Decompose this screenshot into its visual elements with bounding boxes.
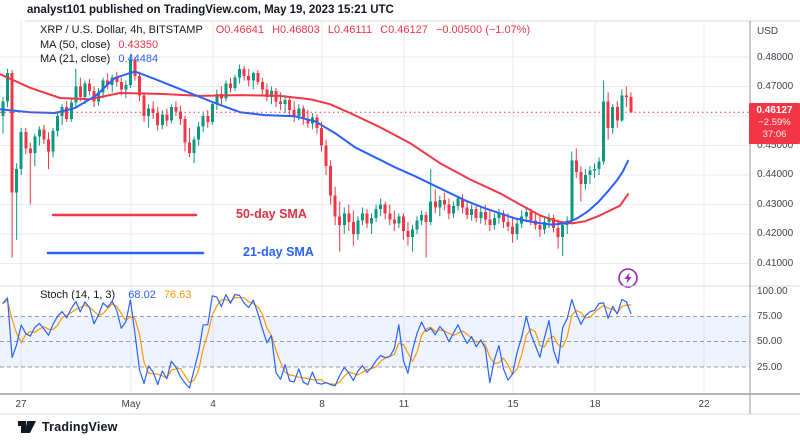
time-axis-label: 8 [319,399,325,410]
ma21-value: 0.44484 [118,53,159,65]
ohlc-close: C0.46127 [380,24,428,36]
last-price-badge: 0.46127 −2.59% 37:06 [749,103,800,144]
ma21-legend[interactable]: MA (21, close) 0.44484 [40,53,158,65]
stoch-axis-label: 75.00 [757,311,783,322]
price-axis-label: 0.48000 [757,52,794,63]
badge-change-pct: −2.59% [758,117,791,128]
stoch-axis-label: 100.00 [757,286,788,297]
price-axis-label: 0.47000 [757,81,794,92]
sma21-annotation-label[interactable]: 21-day SMA [243,245,314,259]
tradingview-branding[interactable]: TradingView [18,420,118,434]
time-axis-label: 4 [210,399,216,410]
price-axis-currency: USD [757,26,779,37]
ohlc-change: −0.00500 (−1.07%) [435,24,531,36]
ma21-label: MA (21, close) [40,53,111,65]
published-header: analyst101 published on TradingView.com,… [27,4,394,16]
price-axis-label: 0.44000 [757,169,794,180]
time-axis-label: 27 [15,399,27,410]
stoch-d-value: 76.63 [163,289,192,301]
time-axis-label: May [121,399,141,410]
time-axis-label: 22 [698,399,710,410]
ma50-legend[interactable]: MA (50, close) 0.43350 [40,39,158,51]
ma50-label: MA (50, close) [40,39,111,51]
time-axis-label: 18 [589,399,601,410]
tradingview-logo-icon [18,421,36,433]
stoch-legend[interactable]: Stoch (14, 1, 3) 68.02 76.63 [40,289,191,301]
stoch-axis-label: 25.00 [757,362,783,373]
ma50-value: 0.43350 [118,39,159,51]
flash-bolt-icon[interactable] [618,268,638,288]
badge-price: 0.46127 [756,105,793,116]
price-axis-label: 0.42000 [757,228,794,239]
badge-countdown: 37:06 [762,129,787,140]
stoch-title: Stoch (14, 1, 3) [40,289,116,301]
price-axis-label: 0.43000 [757,199,794,210]
tradingview-logo-text: TradingView [42,420,118,434]
symbol-legend[interactable]: XRP / U.S. Dollar, 4h, BITSTAMP O0.46641… [40,24,530,36]
symbol-title: XRP / U.S. Dollar, 4h, BITSTAMP [40,24,203,36]
price-axis-label: 0.45000 [757,140,794,151]
ohlc-low: L0.46111 [327,24,373,36]
stoch-k-value: 68.02 [128,289,156,301]
ohlc-open: O0.46641 [215,24,265,36]
time-axis-label: 11 [398,399,410,410]
price-axis-label: 0.41000 [757,258,794,269]
sma50-annotation-label[interactable]: 50-day SMA [236,207,307,221]
ohlc-high: H0.46803 [272,24,320,36]
stoch-axis-label: 50.00 [757,336,783,347]
time-axis-label: 15 [507,399,519,410]
